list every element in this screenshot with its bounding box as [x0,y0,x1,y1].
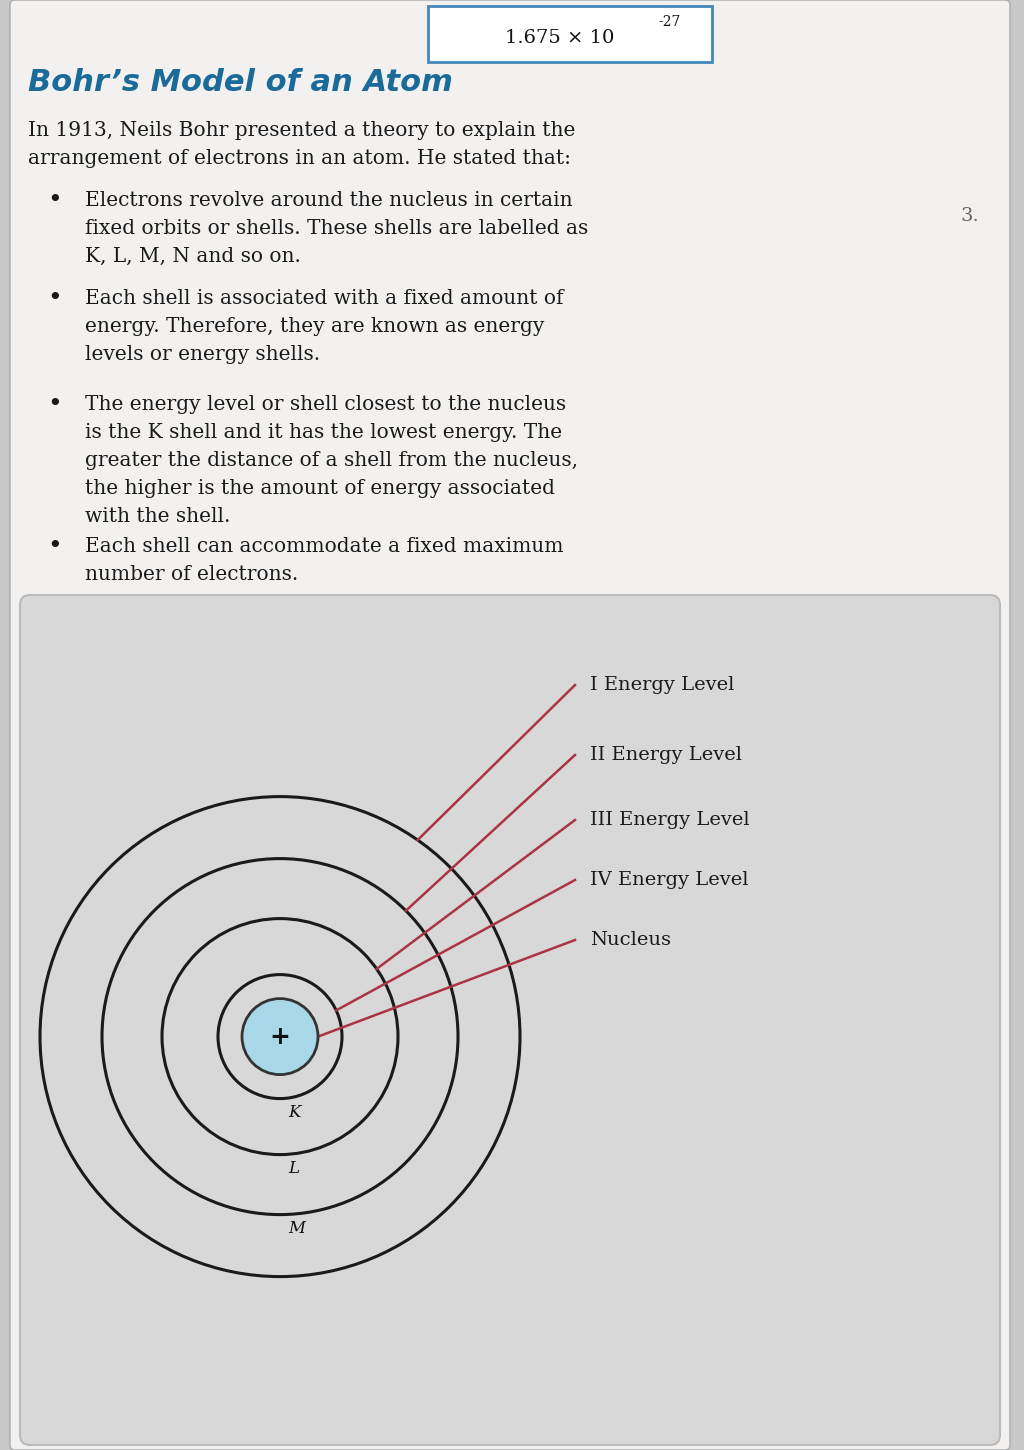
Text: K: K [288,1103,300,1121]
Text: fixed orbits or shells. These shells are labelled as: fixed orbits or shells. These shells are… [85,219,588,238]
Text: •: • [48,286,62,310]
Text: Bohr’s Model of an Atom: Bohr’s Model of an Atom [28,68,453,97]
Text: the higher is the amount of energy associated: the higher is the amount of energy assoc… [85,478,555,497]
Circle shape [242,999,318,1074]
Text: In 1913, Neils Bohr presented a theory to explain the: In 1913, Neils Bohr presented a theory t… [28,120,575,139]
Text: 1.675 × 10: 1.675 × 10 [505,29,614,46]
Text: I Energy Level: I Energy Level [590,676,734,695]
FancyBboxPatch shape [428,6,712,62]
Text: Each shell can accommodate a fixed maximum: Each shell can accommodate a fixed maxim… [85,536,563,555]
Text: •: • [48,392,62,416]
Text: greater the distance of a shell from the nucleus,: greater the distance of a shell from the… [85,451,578,470]
Text: number of electrons.: number of electrons. [85,564,298,583]
Text: •: • [48,534,62,558]
Text: The energy level or shell closest to the nucleus: The energy level or shell closest to the… [85,394,566,413]
Text: Each shell is associated with a fixed amount of: Each shell is associated with a fixed am… [85,289,563,307]
Text: +: + [269,1025,291,1048]
Text: energy. Therefore, they are known as energy: energy. Therefore, they are known as ene… [85,316,545,335]
Text: M: M [288,1219,305,1237]
Text: with the shell.: with the shell. [85,506,230,525]
Text: 3.: 3. [961,207,979,225]
FancyBboxPatch shape [10,0,1010,1450]
Text: Electrons revolve around the nucleus in certain: Electrons revolve around the nucleus in … [85,190,572,209]
Text: II Energy Level: II Energy Level [590,745,742,764]
Text: L: L [288,1160,299,1177]
Text: -27: -27 [658,14,680,29]
Text: •: • [48,188,62,212]
Text: IV Energy Level: IV Energy Level [590,871,749,889]
Text: K, L, M, N and so on.: K, L, M, N and so on. [85,247,301,265]
Text: levels or energy shells.: levels or energy shells. [85,345,321,364]
Text: Nucleus: Nucleus [590,931,671,948]
Text: arrangement of electrons in an atom. He stated that:: arrangement of electrons in an atom. He … [28,148,571,168]
FancyBboxPatch shape [20,594,1000,1446]
Text: is the K shell and it has the lowest energy. The: is the K shell and it has the lowest ene… [85,422,562,441]
Text: III Energy Level: III Energy Level [590,811,750,829]
